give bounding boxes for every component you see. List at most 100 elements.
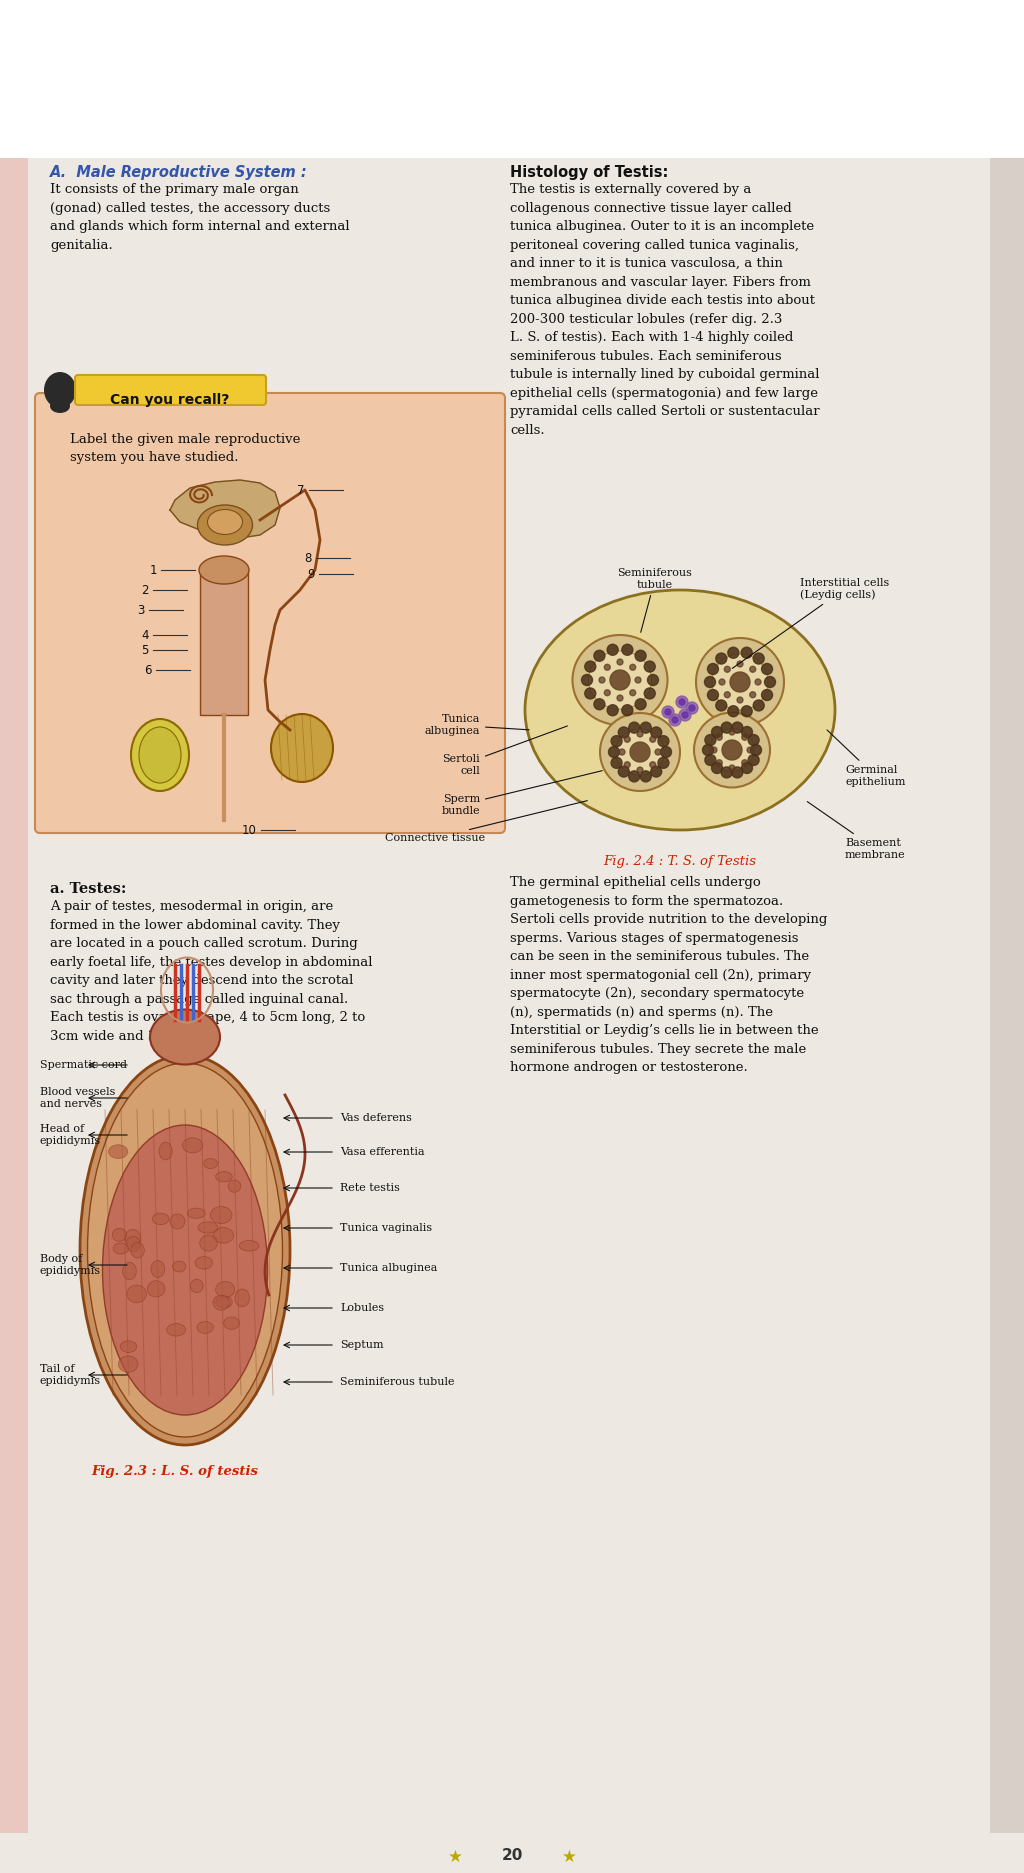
Text: Septum: Septum	[340, 1339, 384, 1350]
Circle shape	[650, 727, 662, 738]
Circle shape	[640, 772, 651, 781]
Ellipse shape	[44, 373, 76, 408]
Circle shape	[585, 687, 596, 699]
Ellipse shape	[216, 1171, 232, 1182]
Circle shape	[635, 699, 646, 710]
Ellipse shape	[198, 1221, 218, 1232]
Ellipse shape	[170, 1214, 185, 1229]
Text: A.  Male Reproductive System :: A. Male Reproductive System :	[50, 165, 308, 180]
Ellipse shape	[127, 1285, 146, 1304]
Text: Germinal
epithelium: Germinal epithelium	[827, 730, 905, 787]
Ellipse shape	[208, 509, 243, 534]
Circle shape	[749, 755, 759, 766]
Circle shape	[679, 710, 691, 721]
Circle shape	[635, 676, 641, 684]
Ellipse shape	[153, 1214, 169, 1225]
Circle shape	[754, 701, 764, 712]
Bar	[200, 569, 248, 715]
Text: Sertoli
cell: Sertoli cell	[442, 727, 567, 775]
Circle shape	[741, 706, 753, 717]
Circle shape	[617, 659, 623, 665]
Ellipse shape	[694, 712, 770, 787]
Ellipse shape	[710, 729, 754, 772]
Circle shape	[708, 663, 719, 674]
Circle shape	[622, 704, 633, 715]
Text: Interstitial cells
(Leydig cells): Interstitial cells (Leydig cells)	[732, 577, 889, 669]
Ellipse shape	[87, 1064, 283, 1437]
FancyBboxPatch shape	[75, 375, 266, 405]
Circle shape	[705, 676, 716, 687]
Text: It consists of the primary male organ
(gonad) called testes, the accessory ducts: It consists of the primary male organ (g…	[50, 184, 349, 251]
Circle shape	[741, 727, 753, 738]
Text: 9: 9	[307, 568, 315, 581]
Circle shape	[655, 749, 662, 755]
Circle shape	[649, 736, 655, 742]
Circle shape	[625, 736, 631, 742]
Text: 1: 1	[150, 564, 157, 577]
Circle shape	[644, 687, 655, 699]
Circle shape	[716, 654, 727, 665]
Circle shape	[630, 665, 636, 671]
Circle shape	[711, 747, 717, 753]
Text: 5: 5	[141, 644, 150, 657]
Text: The germinal epithelial cells undergo
gametogenesis to form the spermatozoa.
Ser: The germinal epithelial cells undergo ga…	[510, 877, 827, 1073]
Circle shape	[640, 723, 651, 732]
Circle shape	[682, 712, 688, 717]
Text: Tunica
albuginea: Tunica albuginea	[425, 714, 529, 736]
Circle shape	[689, 704, 695, 712]
Circle shape	[705, 755, 716, 766]
Circle shape	[750, 667, 756, 672]
Text: Label the given male reproductive
system you have studied.: Label the given male reproductive system…	[70, 433, 300, 465]
Circle shape	[741, 760, 748, 766]
Circle shape	[658, 757, 669, 768]
Text: 20: 20	[502, 1849, 522, 1864]
Bar	[0, 157, 28, 1873]
Text: 8: 8	[304, 551, 312, 564]
Circle shape	[719, 680, 725, 686]
Circle shape	[611, 757, 622, 768]
Ellipse shape	[198, 506, 253, 545]
Ellipse shape	[147, 1281, 165, 1296]
Circle shape	[608, 747, 620, 757]
Text: Sperm
bundle: Sperm bundle	[441, 770, 602, 817]
Ellipse shape	[712, 654, 768, 710]
Ellipse shape	[600, 714, 680, 790]
Text: Can you recall?: Can you recall?	[111, 393, 229, 406]
Circle shape	[607, 644, 618, 656]
Ellipse shape	[228, 1180, 241, 1193]
Circle shape	[647, 674, 658, 686]
Circle shape	[679, 699, 685, 704]
Circle shape	[669, 714, 681, 727]
Circle shape	[630, 742, 650, 762]
Text: 10: 10	[242, 824, 257, 837]
Ellipse shape	[525, 590, 835, 830]
Circle shape	[660, 747, 672, 757]
FancyBboxPatch shape	[35, 393, 505, 833]
Text: Body of
epididymis: Body of epididymis	[40, 1255, 101, 1276]
Circle shape	[610, 671, 630, 689]
Circle shape	[637, 768, 643, 774]
Circle shape	[635, 650, 646, 661]
Circle shape	[585, 661, 596, 672]
Circle shape	[741, 648, 753, 657]
Text: ★: ★	[447, 1849, 463, 1866]
Text: Head of
epididymis: Head of epididymis	[40, 1124, 101, 1146]
Circle shape	[765, 676, 775, 687]
Ellipse shape	[120, 1341, 137, 1352]
Ellipse shape	[151, 1261, 165, 1277]
Ellipse shape	[210, 1206, 232, 1223]
Circle shape	[607, 704, 618, 715]
Text: Basement
membrane: Basement membrane	[807, 802, 905, 860]
Circle shape	[732, 766, 742, 777]
Ellipse shape	[216, 1296, 232, 1307]
Text: Vas deferens: Vas deferens	[340, 1113, 412, 1124]
Ellipse shape	[131, 1242, 144, 1259]
Text: Lobules: Lobules	[340, 1304, 384, 1313]
Circle shape	[604, 689, 610, 695]
Circle shape	[594, 650, 605, 661]
Text: 2: 2	[141, 584, 150, 596]
Circle shape	[724, 691, 730, 699]
Text: Seminiferous tubule: Seminiferous tubule	[340, 1377, 455, 1388]
Bar	[990, 157, 1024, 1873]
Circle shape	[622, 644, 633, 656]
